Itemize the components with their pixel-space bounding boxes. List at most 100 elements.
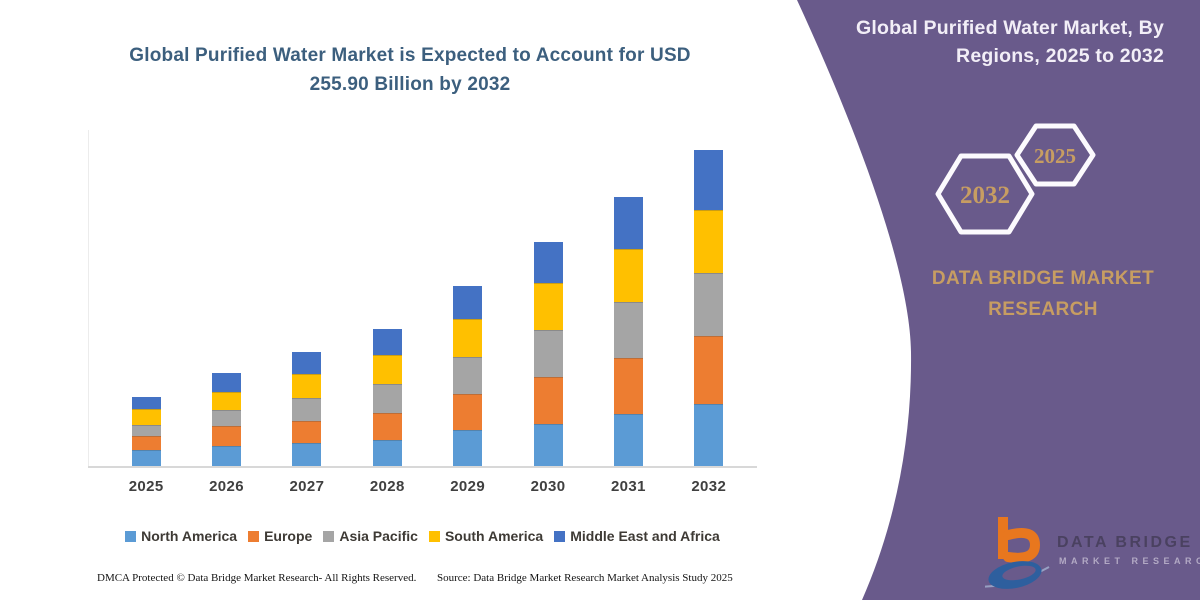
bar-segment-2032-middle-east-and-africa — [694, 149, 724, 210]
chart-column-2032: 2032 — [669, 130, 749, 497]
legend-swatch-europe — [248, 530, 260, 542]
bar-segment-2026-asia-pacific — [212, 409, 242, 427]
hexagon-2025-label: 2025 — [1034, 144, 1076, 168]
bar-area — [212, 130, 242, 466]
bar-segment-2025-north-america — [131, 450, 161, 466]
bar-stack-2025 — [131, 397, 161, 466]
brand-line2: RESEARCH — [988, 299, 1098, 321]
x-axis-label-2029: 2029 — [450, 478, 486, 495]
bar-segment-2029-asia-pacific — [453, 356, 483, 394]
bar-segment-2029-middle-east-and-africa — [453, 285, 483, 319]
legend-item-south-america: South America — [428, 528, 544, 544]
bar-segment-2027-north-america — [292, 443, 322, 466]
bar-segment-2025-europe — [131, 435, 161, 450]
chart-column-2027: 2027 — [267, 130, 347, 497]
chart-legend: North America Europe Asia Pacific South Ame… — [85, 528, 760, 544]
legend-swatch-middle-east-and-africa — [554, 530, 566, 542]
legend-label-europe: Europe — [264, 528, 313, 544]
brand-line1: DATA BRIDGE MARKET — [931, 268, 1155, 289]
bar-stack-2028 — [372, 328, 402, 466]
x-axis-label-2032: 2032 — [691, 478, 727, 495]
bar-segment-2030-middle-east-and-africa — [533, 241, 563, 284]
legend-item-europe: Europe — [248, 528, 312, 544]
x-axis-label-2031: 2031 — [610, 478, 646, 495]
brand-name: DATA BRIDGE MARKET RESEARCH — [900, 263, 1186, 326]
bar-segment-2029-europe — [453, 394, 483, 430]
bar-segment-2031-europe — [613, 358, 643, 415]
bar-segment-2027-europe — [292, 420, 322, 444]
bar-stack-2030 — [533, 241, 563, 466]
bar-segment-2031-north-america — [613, 414, 643, 466]
chart-column-2028: 2028 — [347, 130, 427, 497]
chart-column-2025: 2025 — [106, 130, 186, 497]
x-axis-label-2025: 2025 — [128, 478, 164, 495]
dbmr-logo-wordmark: DATA BRIDGE — [1057, 534, 1193, 551]
bar-segment-2026-south-america — [212, 391, 242, 410]
panel-title-line1: Global Purified Water Market, By — [856, 17, 1164, 39]
x-axis-label-2026: 2026 — [209, 478, 245, 495]
hexagon-2032 — [935, 153, 1035, 235]
bar-segment-2026-middle-east-and-africa — [212, 372, 242, 392]
bar-segment-2031-middle-east-and-africa — [613, 196, 643, 250]
bar-area — [453, 130, 483, 466]
legend-item-asia-pacific: Asia Pacific — [323, 528, 418, 544]
chart-column-2031: 2031 — [588, 130, 668, 497]
x-axis-label-2027: 2027 — [289, 478, 325, 495]
chart-headline: Global Purified Water Market is Expected… — [78, 42, 742, 99]
legend-swatch-asia-pacific — [323, 530, 335, 542]
bar-segment-2032-north-america — [694, 404, 724, 466]
bar-area — [131, 130, 161, 466]
bar-area — [694, 130, 724, 466]
hexagon-2032-label: 2032 — [960, 182, 1010, 209]
x-axis-label-2028: 2028 — [369, 478, 405, 495]
bar-segment-2029-south-america — [453, 318, 483, 357]
bar-segment-2025-asia-pacific — [131, 424, 161, 436]
chart-headline-line2: 255.90 Billion by 2032 — [309, 73, 511, 95]
bar-segment-2030-south-america — [533, 283, 563, 331]
bar-segment-2027-south-america — [292, 374, 322, 399]
bar-stack-2027 — [292, 351, 322, 466]
chart-column-2026: 2026 — [186, 130, 266, 497]
chart-column-2029: 2029 — [428, 130, 508, 497]
bar-segment-2026-north-america — [212, 445, 242, 466]
legend-label-south-america: South America — [444, 528, 544, 544]
bar-area — [372, 130, 402, 466]
bar-segment-2028-asia-pacific — [372, 384, 402, 413]
panel-title-line2: Regions, 2025 to 2032 — [956, 45, 1164, 68]
legend-label-asia-pacific: Asia Pacific — [339, 528, 418, 544]
legend-swatch-north-america — [125, 530, 137, 542]
legend-item-middle-east-and-africa: Middle East and Africa — [554, 528, 720, 544]
y-axis-line — [88, 130, 89, 467]
bar-area — [292, 130, 322, 466]
panel-title: Global Purified Water Market, By Regions… — [834, 14, 1164, 71]
legend-swatch-south-america — [428, 530, 440, 542]
legend-label-north-america: North America — [141, 528, 238, 544]
bar-stack-2029 — [453, 285, 483, 466]
bar-segment-2027-middle-east-and-africa — [292, 351, 322, 375]
bar-segment-2028-north-america — [372, 440, 402, 466]
bar-area — [533, 130, 563, 466]
bar-segment-2031-asia-pacific — [613, 302, 643, 359]
x-axis-line — [88, 466, 757, 468]
bar-segment-2028-south-america — [372, 355, 402, 385]
legend-item-north-america: North America — [125, 528, 237, 544]
bar-segment-2030-europe — [533, 377, 563, 425]
x-axis-label-2030: 2030 — [530, 478, 566, 495]
bar-segment-2032-asia-pacific — [694, 273, 724, 337]
bar-segment-2032-europe — [694, 336, 724, 405]
bar-segment-2029-north-america — [453, 429, 483, 466]
dbmr-logo: DATA BRIDGE MARKET RESEARCH — [985, 510, 1200, 595]
chart-headline-line1: Global Purified Water Market is Expected… — [129, 45, 691, 66]
bar-stack-2026 — [212, 372, 242, 466]
bar-segment-2031-south-america — [613, 249, 643, 303]
hexagon-2025 — [1014, 123, 1096, 187]
chart-column-2030: 2030 — [508, 130, 588, 497]
bar-segment-2030-north-america — [533, 424, 563, 466]
purple-wave-shape — [797, 0, 1200, 600]
bar-stack-2031 — [613, 196, 643, 466]
bar-segment-2027-asia-pacific — [292, 398, 322, 421]
dbmr-logo-subtitle: MARKET RESEARCH — [1059, 556, 1200, 566]
bar-segment-2030-asia-pacific — [533, 330, 563, 378]
